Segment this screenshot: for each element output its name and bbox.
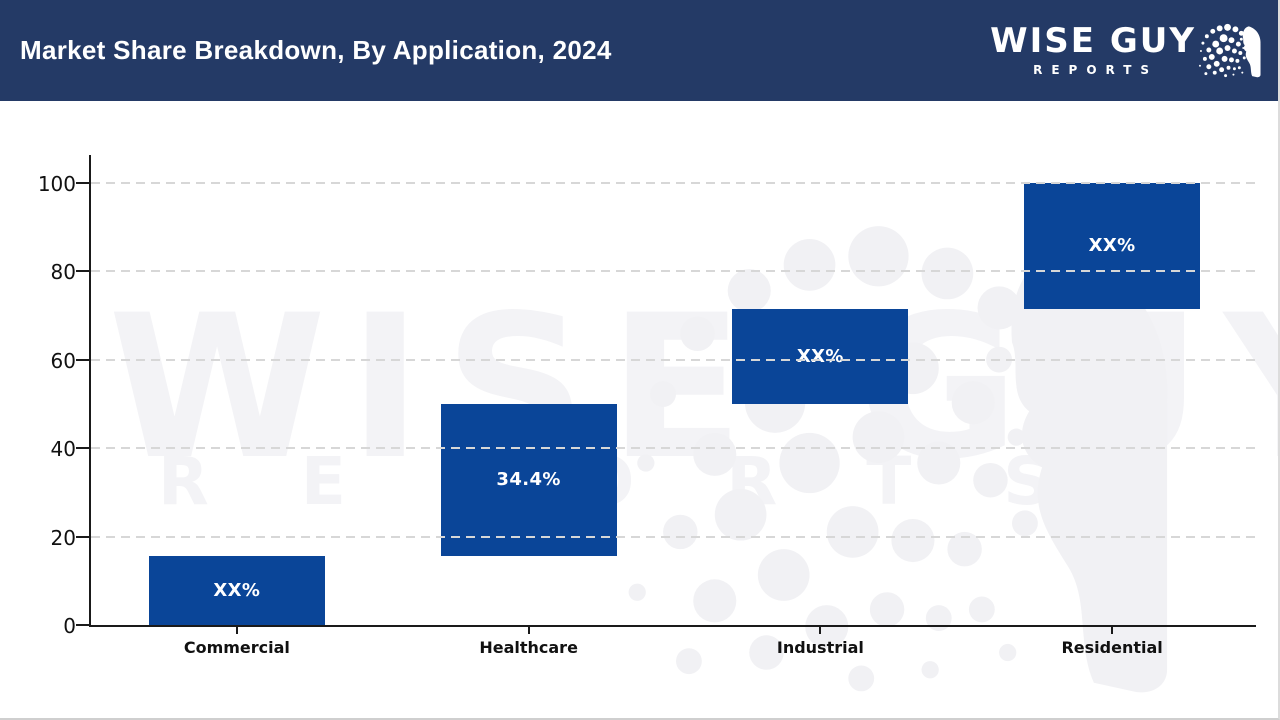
x-category-label: Industrial — [776, 638, 864, 657]
chart-area: WISE GUY REPORTS 0 20 40 60 80 100 XX% Commerci… — [0, 101, 1278, 718]
y-axis-tick — [76, 535, 91, 538]
plot-area: 0 20 40 60 80 100 XX% Commercial 34.4% Healthcare… — [38, 155, 1256, 657]
grid-line — [91, 447, 1256, 449]
logo-wordmark: WISE GUY — [990, 21, 1196, 61]
bar-commercial: XX% — [148, 555, 325, 625]
bar-industrial: XX% — [732, 308, 909, 404]
y-tick-label: 60 — [50, 348, 76, 373]
bar-value-label: XX% — [796, 345, 844, 367]
y-axis-tick — [76, 270, 91, 272]
y-tick-label: 40 — [50, 437, 76, 461]
grid-line — [91, 181, 1256, 184]
y-tick-label: 0 — [63, 614, 76, 638]
page-title: Market Share Breakdown, By Application, … — [20, 35, 612, 65]
y-axis-tick — [76, 358, 91, 361]
grid-line — [91, 358, 1256, 361]
brand-logo-text: WISE GUY REPORTS — [990, 24, 1196, 77]
bar-healthcare: 34.4% — [440, 403, 617, 556]
y-axis-tick — [76, 181, 91, 184]
x-axis-tick — [1111, 625, 1114, 634]
grid-line — [91, 270, 1256, 272]
bar-value-label: XX% — [1088, 235, 1136, 257]
logo-subtext: REPORTS — [1033, 63, 1159, 77]
brand-logo: WISE GUY REPORTS — [990, 20, 1262, 82]
bar-value-label: 34.4% — [496, 469, 561, 491]
x-axis-tick — [235, 625, 238, 634]
logo-face-icon — [1198, 20, 1262, 82]
bar-residential: XX% — [1024, 182, 1201, 309]
y-axis-tick — [76, 624, 91, 626]
y-tick-label: 20 — [50, 525, 76, 550]
y-tick-label: 100 — [37, 171, 76, 196]
header: Market Share Breakdown, By Application, … — [0, 0, 1278, 101]
bar-value-label: XX% — [213, 579, 261, 601]
x-axis-tick — [527, 625, 530, 634]
x-category-label: Commercial — [183, 638, 290, 657]
y-tick-label: 80 — [50, 260, 76, 284]
x-category-label: Residential — [1061, 638, 1163, 657]
x-category-label: Healthcare — [479, 638, 578, 657]
y-axis-tick — [76, 447, 91, 449]
grid-line — [91, 535, 1256, 538]
x-axis-tick — [819, 625, 822, 634]
